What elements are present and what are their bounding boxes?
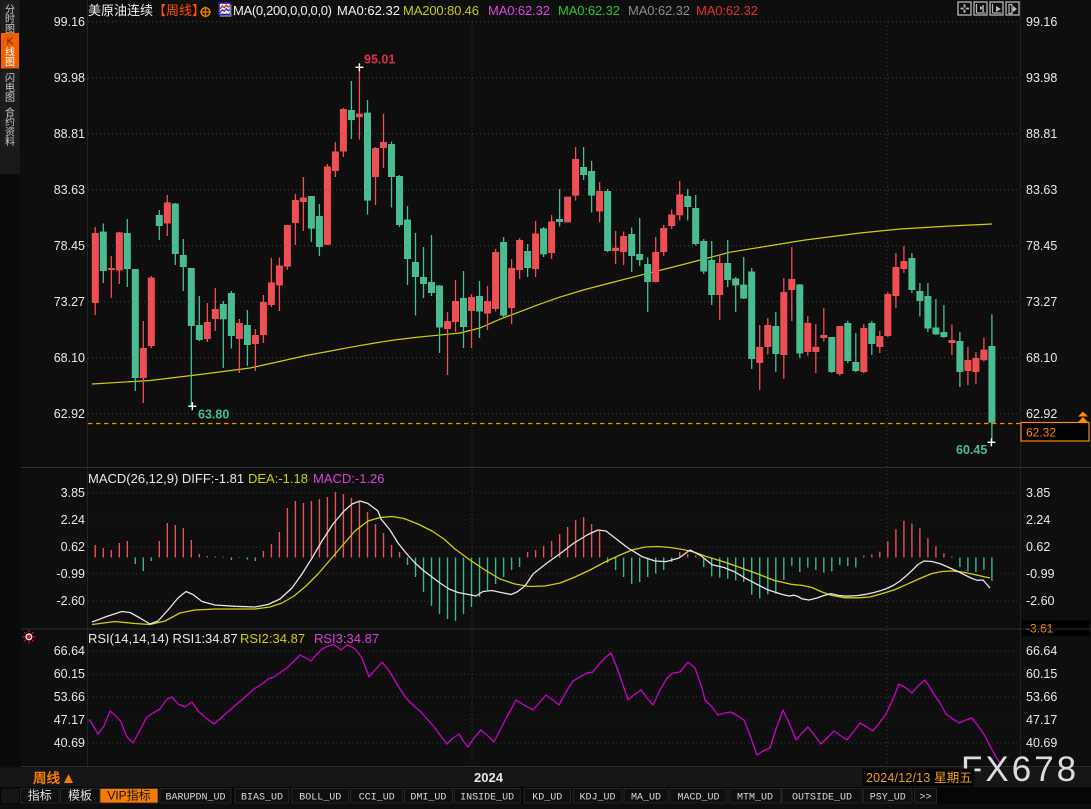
- svg-text:分: 分: [5, 4, 15, 16]
- svg-text:93.98: 93.98: [1026, 71, 1057, 85]
- svg-text:模板: 模板: [68, 789, 92, 803]
- svg-text:60.15: 60.15: [54, 667, 85, 681]
- svg-text:OUTSIDE_UD: OUTSIDE_UD: [792, 793, 852, 804]
- svg-text:DMI_UD: DMI_UD: [410, 793, 446, 804]
- svg-text:78.45: 78.45: [1026, 239, 1057, 253]
- svg-text:KD_UD: KD_UD: [532, 793, 562, 804]
- svg-text:K: K: [7, 37, 14, 48]
- svg-text:MA0:62.32: MA0:62.32: [558, 3, 620, 18]
- svg-text:-2.60: -2.60: [1026, 594, 1055, 608]
- svg-text:40.69: 40.69: [54, 736, 85, 750]
- svg-text:3.85: 3.85: [1026, 486, 1050, 500]
- svg-text:2.24: 2.24: [61, 513, 85, 527]
- svg-text:53.66: 53.66: [1026, 690, 1057, 704]
- svg-text:3.85: 3.85: [61, 486, 85, 500]
- svg-text:93.98: 93.98: [54, 71, 85, 85]
- svg-text:-0.99: -0.99: [57, 567, 86, 581]
- svg-text:约: 约: [5, 116, 15, 129]
- svg-text:INSIDE_UD: INSIDE_UD: [460, 793, 514, 804]
- svg-text:MTM_UD: MTM_UD: [737, 793, 773, 804]
- svg-text:FX678: FX678: [961, 750, 1079, 789]
- svg-text:RSI2:34.87: RSI2:34.87: [240, 631, 305, 646]
- svg-text:MACD_UD: MACD_UD: [677, 793, 719, 804]
- svg-text:2.24: 2.24: [1026, 513, 1050, 527]
- svg-text:电: 电: [5, 81, 15, 94]
- svg-text:73.27: 73.27: [1026, 295, 1057, 309]
- svg-text:40.69: 40.69: [1026, 736, 1057, 750]
- svg-text:MACD:-1.26: MACD:-1.26: [313, 471, 385, 486]
- svg-text:MA0:62.32: MA0:62.32: [696, 3, 758, 18]
- svg-text:MA_UD: MA_UD: [631, 793, 661, 804]
- svg-text:图: 图: [5, 23, 15, 35]
- svg-text:RSI3:34.87: RSI3:34.87: [314, 631, 379, 646]
- svg-text:BARUPDN_UD: BARUPDN_UD: [165, 793, 225, 804]
- svg-text:60.45: 60.45: [956, 443, 987, 457]
- svg-text:【周线】: 【周线】: [153, 3, 205, 18]
- svg-text:MACD(26,12,9) DIFF:-1.81: MACD(26,12,9) DIFF:-1.81: [88, 471, 244, 486]
- svg-text:>>: >>: [919, 793, 931, 804]
- svg-text:KDJ_UD: KDJ_UD: [579, 793, 615, 804]
- svg-text:62.32: 62.32: [1026, 426, 1056, 440]
- svg-text:83.63: 83.63: [54, 183, 85, 197]
- svg-text:闪: 闪: [5, 72, 15, 85]
- svg-text:62.92: 62.92: [1026, 407, 1057, 421]
- svg-text:47.17: 47.17: [1026, 713, 1057, 727]
- svg-text:0.62: 0.62: [1026, 540, 1050, 554]
- svg-text:2024: 2024: [474, 770, 504, 785]
- svg-text:62.92: 62.92: [54, 407, 85, 421]
- svg-text:2024/12/13 星期五: 2024/12/13 星期五: [866, 771, 972, 785]
- svg-text:MA0:62.32: MA0:62.32: [628, 3, 690, 18]
- svg-text:BIAS_UD: BIAS_UD: [241, 793, 283, 804]
- svg-text:95.01: 95.01: [364, 53, 395, 67]
- svg-text:资: 资: [5, 126, 15, 138]
- svg-text:周线: 周线: [33, 770, 60, 786]
- svg-text:83.63: 83.63: [1026, 183, 1057, 197]
- svg-text:MA(0,200,0,0,0,0): MA(0,200,0,0,0,0): [233, 3, 332, 18]
- svg-text:68.10: 68.10: [54, 351, 85, 365]
- svg-text:DEA:-1.18: DEA:-1.18: [248, 471, 308, 486]
- svg-text:图: 图: [5, 92, 15, 104]
- svg-text:88.81: 88.81: [1026, 127, 1057, 141]
- svg-text:指标: 指标: [28, 788, 52, 803]
- svg-text:47.17: 47.17: [54, 713, 85, 727]
- svg-text:78.45: 78.45: [54, 239, 85, 253]
- svg-text:BOLL_UD: BOLL_UD: [299, 793, 341, 804]
- svg-text:66.64: 66.64: [54, 644, 85, 658]
- svg-text:RSI(14,14,14) RSI1:34.87: RSI(14,14,14) RSI1:34.87: [88, 631, 238, 646]
- svg-text:美原油连续: 美原油连续: [88, 3, 153, 18]
- svg-text:99.16: 99.16: [54, 15, 85, 29]
- svg-text:PSY_UD: PSY_UD: [870, 793, 906, 804]
- svg-text:CCI_UD: CCI_UD: [359, 793, 395, 804]
- svg-text:68.10: 68.10: [1026, 351, 1057, 365]
- svg-text:60.15: 60.15: [1026, 667, 1057, 681]
- svg-text:MA200:80.46: MA200:80.46: [403, 3, 479, 18]
- svg-text:时: 时: [5, 14, 15, 26]
- svg-text:合: 合: [5, 106, 15, 119]
- svg-text:MA0:62.32: MA0:62.32: [337, 3, 400, 18]
- svg-text:99.16: 99.16: [1026, 15, 1057, 29]
- svg-text:-2.60: -2.60: [57, 594, 86, 608]
- svg-text:料: 料: [5, 135, 15, 148]
- svg-text:66.64: 66.64: [1026, 644, 1057, 658]
- svg-text:图: 图: [5, 56, 15, 68]
- svg-text:53.66: 53.66: [54, 690, 85, 704]
- svg-text:0.62: 0.62: [61, 540, 85, 554]
- svg-text:线: 线: [5, 46, 15, 59]
- svg-text:-0.99: -0.99: [1026, 567, 1055, 581]
- svg-text:VIP指标: VIP指标: [107, 788, 150, 803]
- svg-text:MA0:62.32: MA0:62.32: [488, 3, 550, 18]
- svg-text:63.80: 63.80: [198, 408, 229, 422]
- svg-text:88.81: 88.81: [54, 127, 85, 141]
- svg-text:73.27: 73.27: [54, 295, 85, 309]
